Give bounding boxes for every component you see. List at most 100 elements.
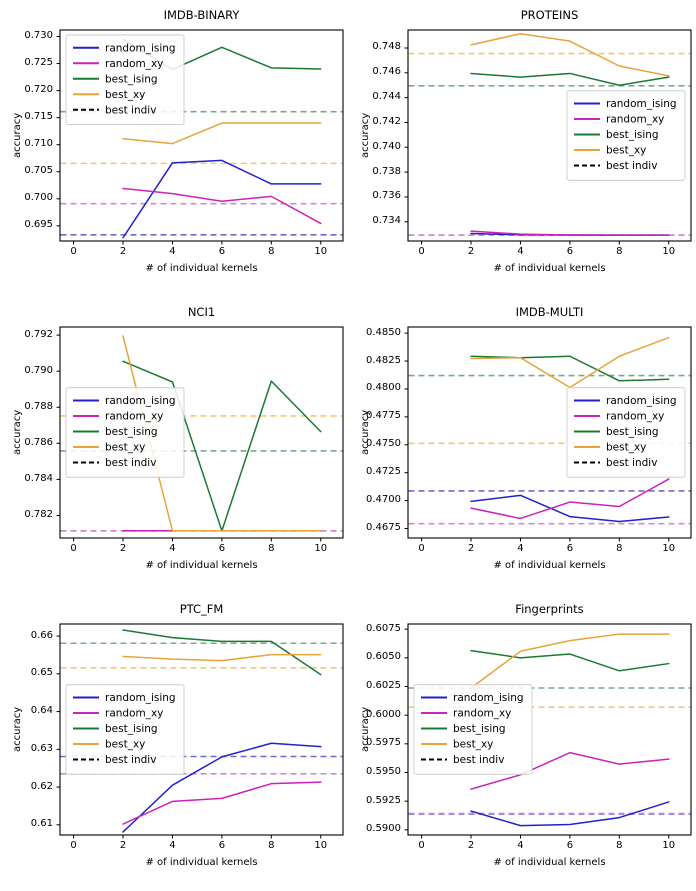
ytick-label: 0.710 xyxy=(24,138,53,150)
legend-label-random-xy: random_xy xyxy=(606,411,664,423)
xtick-label: 6 xyxy=(566,543,574,554)
series-random_xy xyxy=(122,187,322,225)
subplot-ptc-fm: PTC_FM random_ising random_xy best_ising bes… xyxy=(0,594,348,891)
ytick-label: 0.790 xyxy=(24,364,53,376)
ytick-label: 0.4725 xyxy=(366,466,401,478)
xtick-label: 0 xyxy=(418,246,425,257)
ytick-label: 0.705 xyxy=(24,165,53,177)
series-random_ising xyxy=(470,801,670,827)
xtick-label: 0 xyxy=(418,543,425,554)
xtick-label: 2 xyxy=(467,246,475,257)
series-best_xy xyxy=(122,122,322,145)
xtick-label: 8 xyxy=(616,246,623,257)
legend-label-best-indiv: best indiv xyxy=(606,457,657,469)
legend: random_ising random_xy best_ising best_xybe… xyxy=(65,684,185,775)
ytick-label: 0.742 xyxy=(372,115,401,127)
ytick-label: 0.725 xyxy=(24,57,53,69)
xtick-label: 8 xyxy=(268,840,275,851)
series-best_ising xyxy=(122,629,322,676)
plot-area: random_ising random_xy best_ising best_xybe… xyxy=(56,326,344,542)
y-axis-label: accuracy xyxy=(12,112,23,158)
y-axis-label: accuracy xyxy=(12,409,23,455)
xtick-label: 10 xyxy=(662,246,676,257)
ytick-label: 0.66 xyxy=(30,629,53,641)
x-axis-label: # of individual kernels xyxy=(145,857,258,868)
legend-label-best-ising: best_ising xyxy=(606,426,659,438)
xtick-label: 6 xyxy=(218,840,226,851)
ytick-label: 0.782 xyxy=(24,508,53,520)
y-axis-label: accuracy xyxy=(12,706,23,752)
legend-label-best-ising: best_ising xyxy=(105,426,158,438)
ytick-label: 0.62 xyxy=(30,780,53,792)
xtick-label: 6 xyxy=(566,840,574,851)
legend: random_ising random_xy best_ising best_xybe… xyxy=(65,387,185,478)
legend-label-random-xy: random_xy xyxy=(105,411,163,423)
xtick-label: 8 xyxy=(616,543,623,554)
xtick-label: 2 xyxy=(119,840,127,851)
legend-label-best-xy: best_xy xyxy=(105,442,145,454)
xtick-label: 4 xyxy=(517,543,524,554)
xtick-label: 0 xyxy=(70,543,77,554)
ytick-label: 0.744 xyxy=(372,91,401,103)
series-best_xy xyxy=(122,653,322,662)
xtick-label: 10 xyxy=(662,840,676,851)
ytick-label: 0.5900 xyxy=(366,823,401,835)
legend-label-best-indiv: best indiv xyxy=(105,104,156,116)
xtick-label: 10 xyxy=(662,543,676,554)
ytick-label: 0.65 xyxy=(30,667,53,679)
ytick-label: 0.5975 xyxy=(366,737,401,749)
ytick-label: 0.700 xyxy=(24,192,53,204)
subplot-fingerprints: Fingerprints random_ising random_xy best_is… xyxy=(348,594,696,891)
ytick-label: 0.4700 xyxy=(366,494,401,506)
legend-label-best-indiv: best indiv xyxy=(606,160,657,172)
legend-label-best-xy: best_xy xyxy=(606,145,646,157)
series-best_ising xyxy=(470,72,670,86)
plot-area: random_ising random_xy best_ising best_xybe… xyxy=(56,29,344,245)
ytick-label: 0.715 xyxy=(24,111,53,123)
xtick-label: 0 xyxy=(418,840,425,851)
series-random_xy xyxy=(122,781,322,825)
legend-label-random-xy: random_xy xyxy=(105,708,163,720)
legend-label-best-xy: best_xy xyxy=(606,442,646,454)
plot-area: random_ising random_xy best_ising best_xybe… xyxy=(404,29,692,245)
ytick-label: 0.64 xyxy=(30,705,53,717)
series-random_xy xyxy=(470,230,670,236)
y-axis-label: accuracy xyxy=(360,706,371,752)
ytick-label: 0.6050 xyxy=(366,651,401,663)
ytick-label: 0.695 xyxy=(24,219,53,231)
x-axis-label: # of individual kernels xyxy=(493,263,606,274)
subplot-title: PROTEINS xyxy=(520,8,579,22)
ytick-label: 0.746 xyxy=(372,66,401,78)
ytick-label: 0.4750 xyxy=(366,438,401,450)
ytick-label: 0.6025 xyxy=(366,679,401,691)
ytick-label: 0.792 xyxy=(24,328,53,340)
xtick-label: 2 xyxy=(119,543,127,554)
ytick-label: 0.4825 xyxy=(366,354,401,366)
xtick-label: 4 xyxy=(517,246,524,257)
series-random_xy xyxy=(470,751,670,790)
legend-label-best-indiv: best indiv xyxy=(105,457,156,469)
ytick-label: 0.734 xyxy=(372,215,401,227)
series-best_ising xyxy=(470,649,670,672)
series-best_xy xyxy=(470,633,670,689)
xtick-label: 6 xyxy=(566,246,574,257)
ytick-label: 0.4850 xyxy=(366,326,401,338)
ytick-label: 0.4800 xyxy=(366,382,401,394)
subplot-imdb-multi: IMDB-MULTI random_ising random_xy best_isin… xyxy=(348,297,696,594)
legend-label-best-xy: best_xy xyxy=(105,739,145,751)
xtick-label: 4 xyxy=(517,840,524,851)
legend-label-random-xy: random_xy xyxy=(105,58,163,70)
plot-area: random_ising random_xy best_ising best_xybe… xyxy=(56,623,344,839)
ytick-label: 0.4775 xyxy=(366,410,401,422)
legend: random_ising random_xy best_ising best_xybe… xyxy=(413,684,533,775)
plot-area: random_ising random_xy best_ising best_xybe… xyxy=(404,623,692,839)
subplot-proteins: PROTEINS random_ising random_xy best_ising b… xyxy=(348,0,696,297)
ytick-label: 0.720 xyxy=(24,84,53,96)
x-axis-label: # of individual kernels xyxy=(145,263,258,274)
legend-label-best-ising: best_ising xyxy=(453,723,506,735)
legend-label-best-indiv: best indiv xyxy=(453,754,504,766)
xtick-label: 8 xyxy=(268,543,275,554)
subplot-title: NCI1 xyxy=(187,305,216,319)
ytick-label: 0.6000 xyxy=(366,708,401,720)
legend: random_ising random_xy best_ising best_xybe… xyxy=(566,90,686,181)
